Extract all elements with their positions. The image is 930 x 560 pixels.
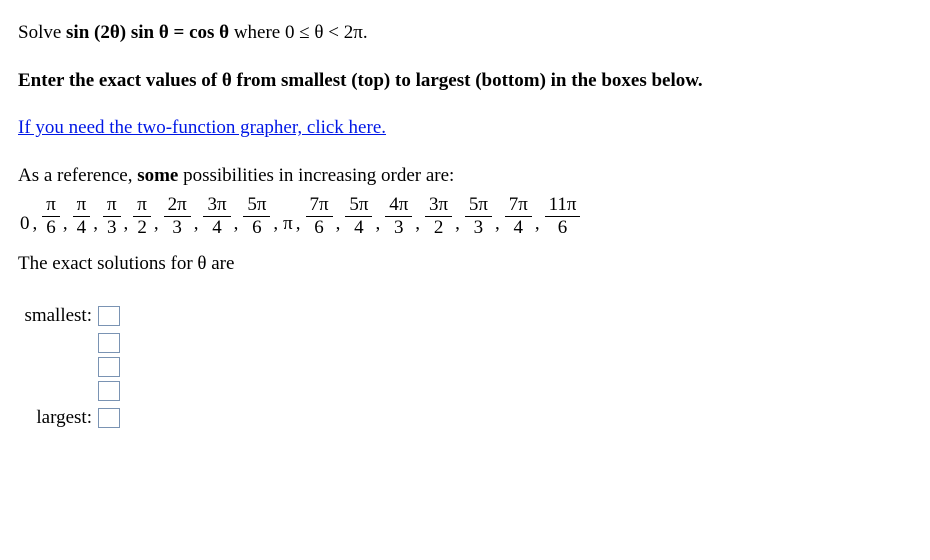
largest-label: largest:	[18, 405, 92, 431]
instructions: Enter the exact values of θ from smalles…	[18, 68, 912, 94]
reference-value: 0	[20, 211, 30, 237]
grapher-link-line: If you need the two-function grapher, cl…	[18, 115, 912, 141]
fraction-denominator: 3	[103, 218, 121, 238]
grapher-link[interactable]: If you need the two-function grapher, cl…	[18, 117, 386, 138]
fraction-numerator: π	[103, 195, 121, 215]
fraction-numerator: 7π	[505, 195, 532, 215]
reference-bold: some	[137, 165, 178, 186]
fraction-denominator: 6	[42, 218, 60, 238]
list-separator: ,	[33, 211, 38, 237]
fraction-denominator: 3	[390, 218, 408, 238]
reference-value-fraction: π4	[73, 195, 91, 238]
reference-value-fraction: 5π6	[243, 195, 270, 238]
reference-value-fraction: π6	[42, 195, 60, 238]
fraction-denominator: 3	[168, 218, 186, 238]
answer-input[interactable]	[98, 357, 120, 377]
reference-value-fraction: π2	[133, 195, 151, 238]
reference-value-fraction: 3π2	[425, 195, 452, 238]
reference-intro: As a reference, some possibilities in in…	[18, 163, 912, 189]
reference-value: π	[283, 211, 293, 237]
fraction-numerator: 5π	[465, 195, 492, 215]
answer-input[interactable]	[98, 333, 120, 353]
answer-row: smallest:	[18, 303, 912, 329]
reference-post: possibilities in increasing order are:	[178, 165, 454, 186]
answer-row	[18, 381, 912, 401]
list-separator: ,	[455, 211, 460, 237]
reference-values-list: 0,π6,π4,π3,π2,2π3,3π4,5π6,π,7π6,5π4,4π3,…	[18, 195, 912, 238]
answer-row	[18, 357, 912, 377]
fraction-denominator: 2	[133, 218, 151, 238]
list-separator: ,	[93, 211, 98, 237]
fraction-denominator: 6	[248, 218, 266, 238]
reference-value-fraction: 7π6	[306, 195, 333, 238]
answer-row	[18, 333, 912, 353]
problem-pre: Solve	[18, 22, 66, 43]
fraction-denominator: 2	[430, 218, 448, 238]
list-separator: ,	[154, 211, 159, 237]
reference-pre: As a reference,	[18, 165, 137, 186]
answers-container: smallest: largest:	[18, 303, 912, 430]
reference-value-fraction: 4π3	[385, 195, 412, 238]
fraction-denominator: 6	[310, 218, 328, 238]
fraction-numerator: 3π	[203, 195, 230, 215]
list-separator: ,	[535, 211, 540, 237]
fraction-numerator: π	[73, 195, 91, 215]
problem-statement: Solve sin (2θ) sin θ = cos θ where 0 ≤ θ…	[18, 20, 912, 46]
list-separator: ,	[415, 211, 420, 237]
fraction-numerator: 2π	[164, 195, 191, 215]
fraction-denominator: 4	[350, 218, 368, 238]
fraction-numerator: 4π	[385, 195, 412, 215]
list-separator: ,	[495, 211, 500, 237]
reference-value-fraction: 11π6	[545, 195, 581, 238]
list-separator: ,	[234, 211, 239, 237]
fraction-numerator: π	[133, 195, 151, 215]
fraction-denominator: 4	[73, 218, 91, 238]
answer-input[interactable]	[98, 408, 120, 428]
fraction-numerator: 7π	[306, 195, 333, 215]
list-separator: ,	[124, 211, 129, 237]
fraction-denominator: 3	[470, 218, 488, 238]
reference-value-fraction: 2π3	[164, 195, 191, 238]
problem-equation: sin (2θ) sin θ = cos θ	[66, 22, 229, 43]
list-separator: ,	[63, 211, 68, 237]
list-separator: ,	[375, 211, 380, 237]
fraction-denominator: 4	[208, 218, 226, 238]
answer-input[interactable]	[98, 381, 120, 401]
answer-row: largest:	[18, 405, 912, 431]
reference-value-fraction: 5π4	[345, 195, 372, 238]
fraction-numerator: 5π	[243, 195, 270, 215]
list-separator: ,	[336, 211, 341, 237]
solutions-label: The exact solutions for θ are	[18, 251, 912, 277]
fraction-numerator: π	[42, 195, 60, 215]
list-separator: ,	[296, 211, 301, 237]
list-separator: ,	[194, 211, 199, 237]
reference-value-fraction: 5π3	[465, 195, 492, 238]
list-separator: ,	[273, 211, 278, 237]
problem-post: where 0 ≤ θ < 2π.	[229, 22, 368, 43]
fraction-numerator: 5π	[345, 195, 372, 215]
fraction-denominator: 6	[554, 218, 572, 238]
reference-value-fraction: 3π4	[203, 195, 230, 238]
fraction-denominator: 4	[510, 218, 528, 238]
answer-input[interactable]	[98, 306, 120, 326]
fraction-numerator: 3π	[425, 195, 452, 215]
smallest-label: smallest:	[18, 303, 92, 329]
reference-value-fraction: 7π4	[505, 195, 532, 238]
fraction-numerator: 11π	[545, 195, 581, 215]
reference-value-fraction: π3	[103, 195, 121, 238]
